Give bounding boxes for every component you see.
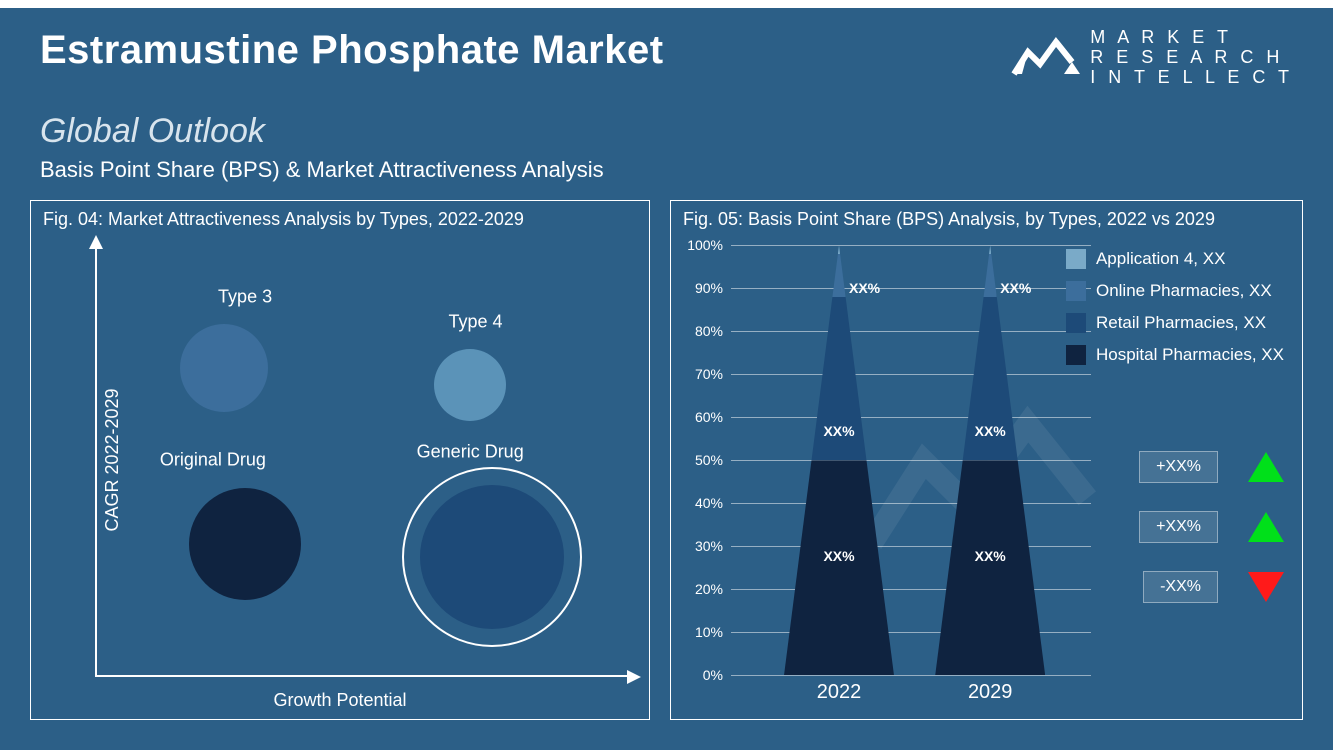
cone-seg-online [984, 254, 997, 297]
fig04-x-label: Growth Potential [273, 690, 406, 711]
bubble-type3 [180, 324, 268, 412]
global-outlook-heading: Global Outlook [40, 112, 1293, 151]
legend-item-online: Online Pharmacies, XX [1066, 281, 1284, 301]
change-indicator: +XX% [1139, 511, 1284, 543]
y-tick-label: 100% [687, 237, 723, 253]
x-category-label: 2029 [968, 681, 1013, 704]
x-axis-arrow-icon [627, 670, 641, 684]
logo-text: M A R K E T R E S E A R C H I N T E L L … [1090, 28, 1293, 87]
cone-seg-app4 [838, 245, 840, 254]
y-tick-label: 10% [695, 624, 723, 640]
y-tick-label: 80% [695, 323, 723, 339]
legend-item-app4: Application 4, XX [1066, 249, 1284, 269]
cone-top-label: XX% [849, 280, 880, 296]
legend-label: Application 4, XX [1096, 249, 1225, 269]
cone-value-label: XX% [823, 423, 854, 439]
legend-item-retail: Retail Pharmacies, XX [1066, 313, 1284, 333]
cone-seg-online [832, 254, 845, 297]
fig04-caption: Fig. 04: Market Attractiveness Analysis … [31, 201, 649, 238]
header: Estramustine Phosphate Market M A R K E … [0, 8, 1333, 97]
triangle-up-icon [1248, 452, 1284, 482]
legend-label: Retail Pharmacies, XX [1096, 313, 1266, 333]
gridline [731, 675, 1091, 676]
cone-seg-hospital [935, 460, 1045, 675]
cone-2022: XX% XX% XX% [779, 245, 899, 675]
bubble-label-type4: Type 4 [449, 312, 503, 333]
change-indicator: -XX% [1139, 571, 1284, 603]
fig04-panel: Fig. 04: Market Attractiveness Analysis … [30, 200, 650, 720]
change-value-badge: +XX% [1139, 451, 1218, 483]
change-indicator: +XX% [1139, 451, 1284, 483]
y-tick-label: 60% [695, 409, 723, 425]
top-accent-bar [0, 0, 1333, 8]
fig05-panel: Fig. 05: Basis Point Share (BPS) Analysi… [670, 200, 1303, 720]
y-tick-label: 20% [695, 581, 723, 597]
cone-2029: XX% XX% XX% [930, 245, 1050, 675]
analysis-subtitle: Basis Point Share (BPS) & Market Attract… [40, 157, 1293, 183]
change-value-badge: -XX% [1143, 571, 1218, 603]
bubble-label-original: Original Drug [160, 450, 266, 471]
cone-value-label: XX% [975, 548, 1006, 564]
legend-label: Hospital Pharmacies, XX [1096, 345, 1284, 365]
legend-label: Online Pharmacies, XX [1096, 281, 1272, 301]
fig05-caption: Fig. 05: Basis Point Share (BPS) Analysi… [671, 201, 1302, 238]
y-tick-label: 30% [695, 538, 723, 554]
legend-swatch-icon [1066, 345, 1086, 365]
fig05-change-indicators: +XX% +XX% -XX% [1139, 451, 1284, 631]
y-tick-label: 90% [695, 280, 723, 296]
fig04-x-axis [95, 675, 631, 677]
page-title: Estramustine Phosphate Market [40, 28, 664, 73]
cone-seg-hospital [784, 460, 894, 675]
fig05-legend: Application 4, XX Online Pharmacies, XX Re… [1066, 249, 1284, 377]
subheader: Global Outlook Basis Point Share (BPS) &… [0, 97, 1333, 188]
triangle-down-icon [1248, 572, 1284, 602]
x-category-label: 2022 [817, 681, 862, 704]
bubble-original [189, 488, 301, 600]
triangle-up-icon [1248, 512, 1284, 542]
cone-value-label: XX% [975, 423, 1006, 439]
fig04-plot-area: Type 3 Type 4 Original Drug Generic Drug [95, 251, 631, 669]
legend-item-hospital: Hospital Pharmacies, XX [1066, 345, 1284, 365]
logo-mark-icon [1010, 34, 1080, 82]
y-tick-label: 40% [695, 495, 723, 511]
brand-logo: M A R K E T R E S E A R C H I N T E L L … [1010, 28, 1293, 87]
cone-top-label: XX% [1000, 280, 1031, 296]
fig05-plot-area: 0%10%20%30%40%50%60%70%80%90%100%XX%XX%X… [731, 245, 1091, 675]
legend-swatch-icon [1066, 249, 1086, 269]
bubble-label-type3: Type 3 [218, 287, 272, 308]
cone-value-label: XX% [823, 548, 854, 564]
legend-swatch-icon [1066, 281, 1086, 301]
y-tick-label: 0% [703, 667, 723, 683]
change-value-badge: +XX% [1139, 511, 1218, 543]
bubble-type4 [434, 349, 506, 421]
bubble-label-generic: Generic Drug [417, 442, 524, 463]
bubble-generic [420, 485, 564, 629]
y-tick-label: 70% [695, 366, 723, 382]
cone-seg-app4 [989, 245, 991, 254]
legend-swatch-icon [1066, 313, 1086, 333]
y-axis-arrow-icon [89, 235, 103, 249]
charts-row: Fig. 04: Market Attractiveness Analysis … [0, 188, 1333, 740]
y-tick-label: 50% [695, 452, 723, 468]
